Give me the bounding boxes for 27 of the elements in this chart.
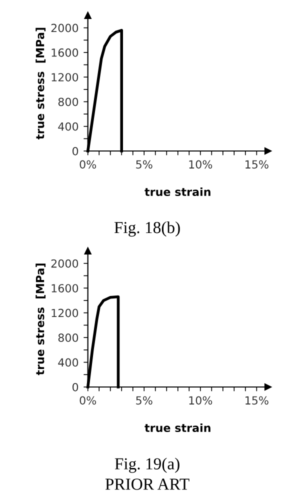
x-axis-title: true strain	[144, 423, 210, 432]
x-tick-label: 0%	[80, 160, 96, 169]
text: PRIOR ART	[105, 478, 190, 490]
y-tick-label: 1200	[52, 308, 78, 318]
y-tick-label: 1200	[52, 73, 78, 82]
y-tick-label: 0	[72, 382, 78, 392]
x-tick-label: 5%	[136, 160, 152, 169]
y-tick-label: 1600	[52, 284, 78, 292]
y-tick-label: 800	[58, 334, 78, 342]
y-tick-label: 2000	[51, 259, 78, 268]
y-axis-title: true stress [MPa]	[36, 264, 46, 376]
y-axis-title: true stress [MPa]	[36, 28, 46, 140]
x-tick-label: 10%	[189, 160, 212, 169]
x-tick-label: 15%	[246, 396, 268, 405]
x-axis-title: true strain	[144, 187, 210, 196]
y-tick-label: 2000	[51, 24, 78, 32]
x-tick-label: 15%	[246, 160, 268, 169]
caption: Fig. 18(b)	[114, 221, 180, 237]
caption: Fig. 19(a)	[114, 458, 180, 473]
x-tick-label: 10%	[189, 396, 212, 405]
y-tick-label: 400	[58, 358, 78, 367]
y-tick-label: 400	[58, 122, 78, 131]
x-tick-label: 0%	[80, 396, 96, 405]
y-tick-label: 800	[58, 98, 78, 106]
x-tick-label: 5%	[136, 396, 152, 405]
y-tick-label: 1600	[52, 48, 78, 57]
y-tick-label: 0	[72, 146, 78, 156]
